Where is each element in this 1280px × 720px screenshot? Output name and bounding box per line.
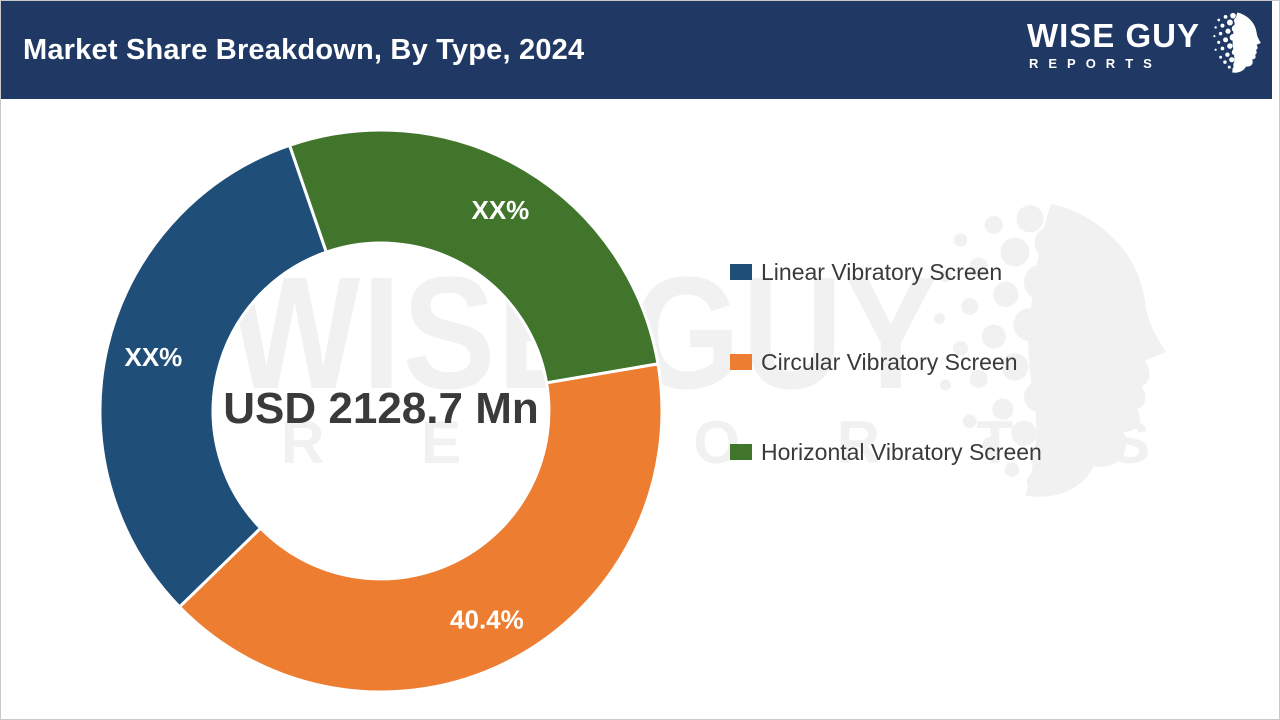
pie-slice bbox=[288, 128, 660, 385]
legend-swatch bbox=[730, 264, 752, 280]
slice-percentage-label: XX% bbox=[471, 195, 529, 225]
pie-slice bbox=[178, 362, 664, 694]
legend-item: Linear Vibratory Screen bbox=[730, 258, 1042, 286]
header-bar: Market Share Breakdown, By Type, 2024 WI… bbox=[1, 1, 1272, 99]
slice-percentage-label: XX% bbox=[124, 342, 182, 372]
logo-wiseguy-text: WISE GUY bbox=[1026, 17, 1200, 54]
page-title: Market Share Breakdown, By Type, 2024 bbox=[23, 33, 585, 66]
legend-swatch bbox=[730, 354, 752, 370]
legend-label: Circular Vibratory Screen bbox=[761, 348, 1018, 375]
pie-slice bbox=[98, 143, 328, 609]
slice-percentage-label: 40.4% bbox=[450, 605, 524, 635]
legend-item: Horizontal Vibratory Screen bbox=[730, 438, 1042, 466]
legend-label: Linear Vibratory Screen bbox=[761, 258, 1003, 285]
legend-item: Circular Vibratory Screen bbox=[730, 348, 1042, 376]
wiseguy-logo: WISE GUY REPORTS bbox=[1027, 19, 1200, 71]
donut-center-value: USD 2128.7 Mn bbox=[223, 384, 539, 433]
chart-legend: Linear Vibratory Screen Circular Vibrator… bbox=[730, 258, 1042, 528]
logo-reports-text: REPORTS bbox=[1028, 56, 1162, 71]
legend-swatch bbox=[730, 444, 752, 460]
legend-label: Horizontal Vibratory Screen bbox=[761, 438, 1042, 465]
wiseguy-face-icon bbox=[1202, 9, 1264, 93]
